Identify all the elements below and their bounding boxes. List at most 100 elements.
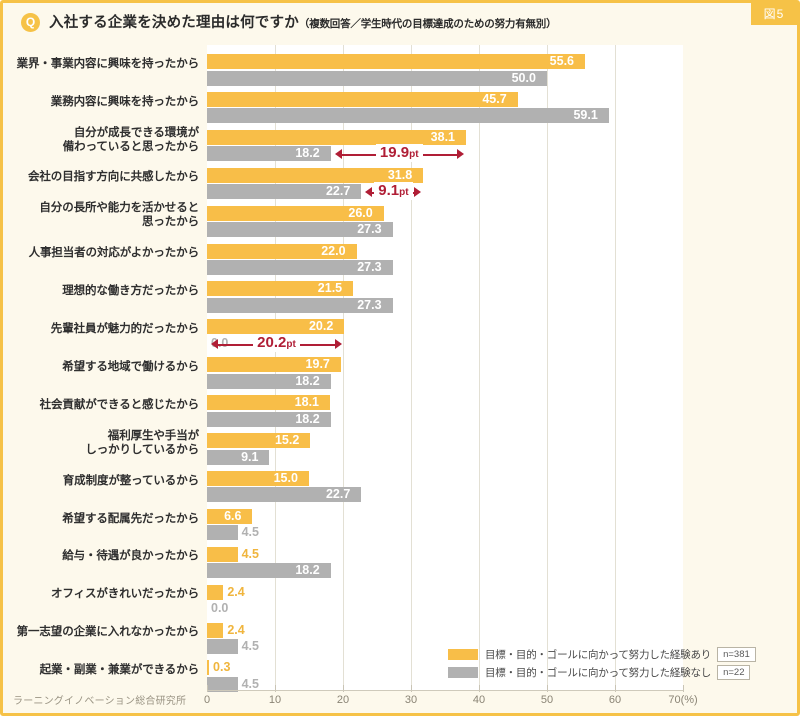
bar-value-label: 4.5 [241, 525, 259, 540]
bar-value-label: 18.2 [295, 146, 320, 161]
category-label-line: 人事担当者の対応がよかったから [28, 247, 200, 260]
annotation-value: 20.2pt [253, 333, 300, 352]
bar-value-label: 9.1 [241, 449, 259, 464]
question-badge-icon: Q [21, 13, 40, 32]
arrow-right-icon [414, 187, 422, 198]
category-label-line: 会社の目指す方向に共感したから [28, 171, 199, 184]
annotation-unit: pt [286, 338, 296, 350]
annotation-number: 9.1 [378, 182, 400, 200]
bar [207, 563, 331, 579]
category-label-line: 希望する配属先だったから [62, 512, 199, 525]
category-label-line: 育成制度が整っているから [62, 474, 199, 487]
bar [207, 639, 238, 654]
annotation-number: 19.9 [379, 144, 410, 162]
bar [207, 487, 362, 503]
bar [207, 222, 393, 238]
category-label-line: 希望する地域で働けるから [62, 360, 199, 373]
bar [207, 508, 252, 524]
gridline [547, 45, 548, 690]
legend-n-series-b: n=22 [717, 665, 751, 680]
category-label-line: 福利厚生や手当が [107, 429, 199, 442]
annotation-unit: pt [409, 149, 419, 161]
bar-value-label: 59.1 [573, 108, 598, 123]
gridline [343, 45, 344, 690]
bar-value-label: 38.1 [430, 129, 456, 144]
bar-value-label: 27.3 [357, 222, 382, 237]
arrow-right-icon [457, 149, 465, 160]
category-label-line: 自分の長所や能力を活かせると [39, 202, 199, 215]
legend-label-series-a: 目標・目的・ゴールに向かって努力した経験あり [485, 649, 712, 661]
x-axis-tick [343, 685, 344, 692]
bar [207, 108, 609, 124]
x-axis-tick-label: 50 [540, 694, 554, 706]
category-label: 希望する配属先だったから [9, 512, 199, 526]
category-label-column: 業界・事業内容に興味を持ったから 業務内容に興味を持ったから 自分が成長できる環境が… [3, 40, 200, 685]
x-axis-tick-label: 0 [203, 694, 211, 706]
category-label: 自分が成長できる環境が 備わっていると思ったから [9, 126, 199, 154]
bar [207, 373, 331, 389]
bar-value-label: 18.2 [295, 563, 320, 578]
bar [207, 676, 238, 692]
bar-chart: 55.6 50.0 45.7 59.1 38.1 18.2 31.8 22.7 26.0 27.3… [3, 40, 797, 706]
bar [207, 433, 311, 448]
category-label: 自分の長所や能力を活かせると 思ったから [9, 201, 199, 229]
category-label-line: 思ったから [142, 216, 199, 229]
annotation-value: 9.1pt [374, 182, 413, 201]
bar-value-label: 6.6 [224, 508, 242, 523]
category-label-line: 第一志望の企業に入れなかったから [16, 626, 200, 639]
category-label-line: 給与・待遇が良かったから [62, 550, 199, 563]
gridline [615, 45, 616, 690]
x-axis-tick-label: 30 [404, 694, 418, 706]
x-axis-tick-label: 40 [472, 694, 486, 706]
legend-label-series-b: 目標・目的・ゴールに向かって努力した経験なし [485, 667, 712, 679]
category-label: 理想的な働き方だったから [9, 284, 199, 298]
bar [207, 129, 467, 145]
legend-swatch-series-a [448, 649, 478, 660]
bar [207, 70, 547, 86]
question-title-text: 入社する企業を決めた理由は何ですか [49, 15, 299, 31]
x-axis-tick [411, 685, 412, 692]
question-subtitle-text: （複数回答／学生時代の目標達成のための努力有無別） [298, 18, 557, 30]
chart-header: Q 入社する企業を決めた理由は何ですか（複数回答／学生時代の目標達成のための努力… [3, 3, 797, 40]
category-label: 起業・副業・兼業ができるから [9, 663, 199, 677]
bar [207, 470, 309, 486]
bar-value-label: 18.1 [294, 395, 320, 410]
bar [207, 660, 210, 676]
bar-value-label: 2.4 [227, 622, 245, 637]
legend-item-series-b: 目標・目的・ゴールに向かって努力した経験なし n=22 [448, 665, 756, 680]
category-label-line: 備わっていると思ったから [62, 140, 199, 153]
bar [207, 525, 238, 541]
bar-value-label: 19.7 [305, 357, 330, 372]
bar-value-label: 2.4 [227, 584, 245, 599]
category-label-line: 起業・副業・兼業ができるから [39, 664, 199, 677]
category-label: 希望する地域で働けるから [9, 360, 199, 374]
bar-value-label: 4.5 [241, 639, 259, 653]
category-label: 第一志望の企業に入れなかったから [9, 625, 200, 639]
category-label: 会社の目指す方向に共感したから [9, 170, 199, 184]
x-axis-tick-label: 60 [608, 694, 622, 706]
bar [207, 622, 224, 638]
category-label-line: 先輩社員が魅力的だったから [50, 323, 199, 336]
plot-area: 55.6 50.0 45.7 59.1 38.1 18.2 31.8 22.7 26.0 27.3… [207, 45, 683, 692]
bar [207, 449, 269, 465]
bar [207, 297, 393, 313]
bar-value-label: 18.2 [295, 411, 320, 426]
bar-value-label: 4.5 [241, 676, 259, 691]
difference-annotation: 19.9pt [334, 144, 465, 163]
category-label: オフィスがきれいだったから [9, 587, 199, 601]
x-axis-tick [479, 685, 480, 692]
arrow-left-icon [365, 187, 373, 198]
arrow-left-icon [211, 338, 218, 349]
bar-value-label: 22.0 [321, 243, 346, 258]
bar-value-label: 0.3 [213, 660, 231, 675]
category-label: 育成制度が整っているから [9, 474, 199, 488]
bar-value-label: 20.2 [308, 319, 334, 334]
annotation-value: 19.9pt [375, 144, 423, 163]
bar [207, 260, 393, 275]
category-label-line: 社会貢献ができると感じたから [39, 398, 199, 411]
bar-value-label: 22.7 [325, 184, 351, 199]
bar-value-label: 18.2 [295, 373, 320, 388]
chart-legend: 目標・目的・ゴールに向かって努力した経験あり n=381 目標・目的・ゴールに向… [448, 647, 756, 683]
figure-number-badge: 図5 [751, 3, 797, 25]
